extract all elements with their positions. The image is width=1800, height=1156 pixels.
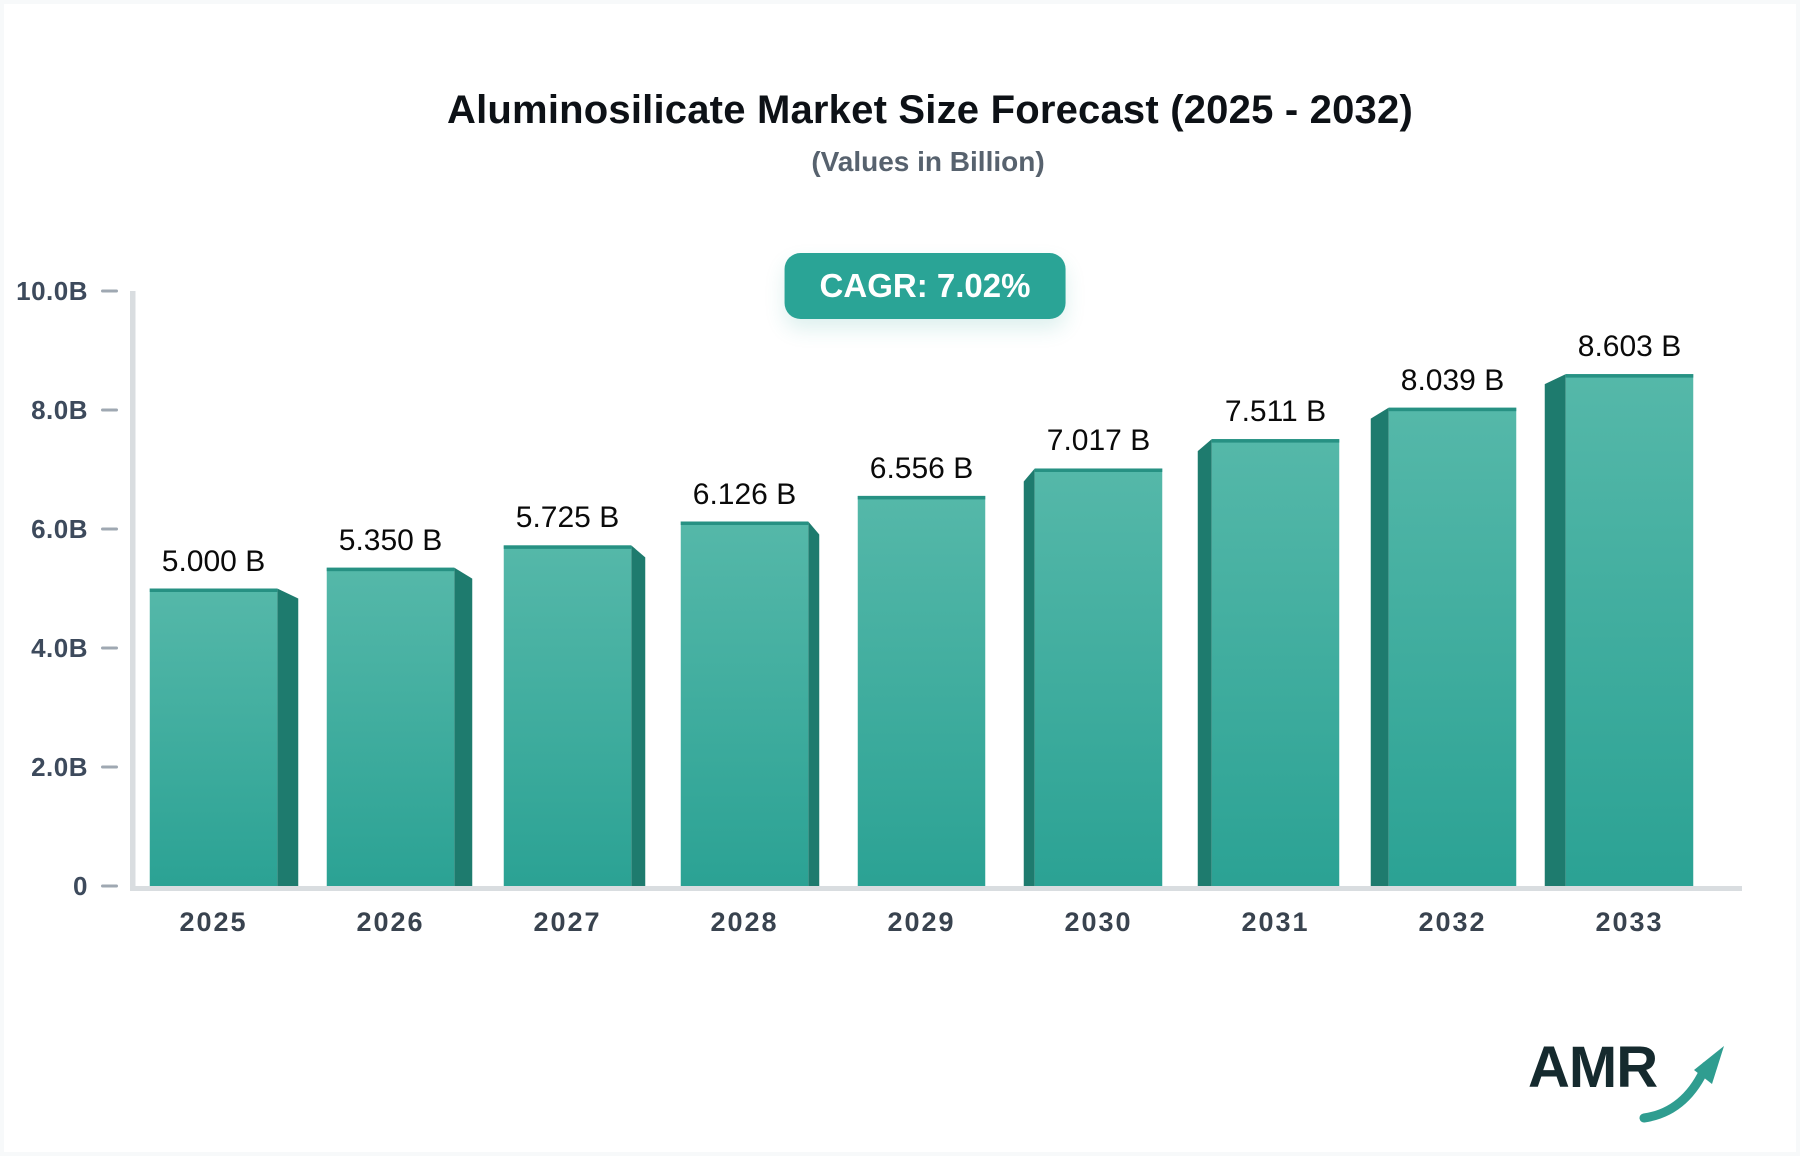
bar-value-label-2026: 5.350 B <box>338 523 443 557</box>
bar-value-label-2033: 8.603 B <box>1577 330 1682 364</box>
growth-arrow-icon <box>1639 1046 1724 1123</box>
bar-2029 <box>857 495 986 886</box>
y-axis-label-0: 0 <box>73 871 88 901</box>
x-axis-label-2030: 2030 <box>1064 907 1133 937</box>
x-axis-label-2033: 2033 <box>1595 907 1664 937</box>
y-tick-mark-0 <box>101 884 118 888</box>
bar-2031 <box>1211 439 1340 886</box>
y-axis-label-10.0B: 10.0B <box>16 276 88 306</box>
bar-top-edge-2032 <box>1388 407 1517 412</box>
bar-value-label-2028: 6.126 B <box>692 477 797 511</box>
amr-logo: AMR <box>1528 1034 1728 1144</box>
y-axis-label-2.0B: 2.0B <box>31 752 88 782</box>
y-tick-mark-2.0B <box>101 765 118 769</box>
y-axis-line <box>130 291 136 891</box>
chart-title: Aluminosilicate Market Size Forecast (20… <box>447 88 1413 132</box>
bar-value-label-2027: 5.725 B <box>515 501 620 535</box>
x-axis-label-2028: 2028 <box>710 907 779 937</box>
x-axis-label-2029: 2029 <box>887 907 956 937</box>
x-axis-line <box>130 886 1742 891</box>
bar-2030 <box>1034 468 1163 886</box>
bar-top-edge-2033 <box>1565 374 1694 378</box>
bar-side-2025 <box>277 588 299 886</box>
bar-side-2026 <box>454 567 473 886</box>
bar-2028 <box>680 521 809 886</box>
bar-side-2032 <box>1370 407 1389 886</box>
bar-top-edge-2029 <box>857 495 986 500</box>
chart-subtitle: (Values in Billion) <box>811 146 1045 177</box>
bar-side-2027 <box>631 545 646 886</box>
x-axis-label-2032: 2032 <box>1418 907 1487 937</box>
y-tick-mark-8.0B <box>101 408 118 412</box>
y-tick-mark-4.0B <box>101 646 118 650</box>
bar-top-edge-2025 <box>149 588 278 592</box>
bar-value-label-2032: 8.039 B <box>1400 363 1505 397</box>
bar-side-2031 <box>1197 439 1212 886</box>
bar-2033 <box>1565 374 1694 886</box>
y-axis-label-6.0B: 6.0B <box>31 514 88 544</box>
bar-side-2028 <box>808 521 820 886</box>
cagr-badge: CAGR: 7.02% <box>784 253 1066 319</box>
y-axis-label-4.0B: 4.0B <box>31 633 88 663</box>
x-axis-label-2026: 2026 <box>356 907 425 937</box>
x-axis-label-2025: 2025 <box>179 907 248 937</box>
bar-2026 <box>326 567 455 886</box>
bar-value-label-2031: 7.511 B <box>1224 395 1327 429</box>
bar-top-edge-2028 <box>680 521 809 526</box>
y-axis-label-8.0B: 8.0B <box>31 395 88 425</box>
bar-side-2033 <box>1544 374 1566 886</box>
bar-top-edge-2027 <box>503 545 632 549</box>
x-axis-label-2031: 2031 <box>1241 907 1310 937</box>
bar-2027 <box>503 545 632 886</box>
bar-value-label-2030: 7.017 B <box>1046 424 1151 458</box>
x-axis-label-2027: 2027 <box>533 907 602 937</box>
bar-2032 <box>1388 407 1517 886</box>
bar-top-edge-2030 <box>1034 468 1163 472</box>
bar-top-edge-2026 <box>326 567 455 572</box>
bar-value-label-2029: 6.556 B <box>869 451 974 485</box>
bar-value-label-2025: 5.000 B <box>161 544 266 578</box>
amr-logo-text: AMR <box>1528 1035 1658 1100</box>
y-tick-mark-10.0B <box>101 289 118 293</box>
bar-side-2030 <box>1023 468 1035 886</box>
bar-top-edge-2031 <box>1211 439 1340 443</box>
bar-2025 <box>149 588 278 886</box>
y-tick-mark-6.0B <box>101 527 118 531</box>
